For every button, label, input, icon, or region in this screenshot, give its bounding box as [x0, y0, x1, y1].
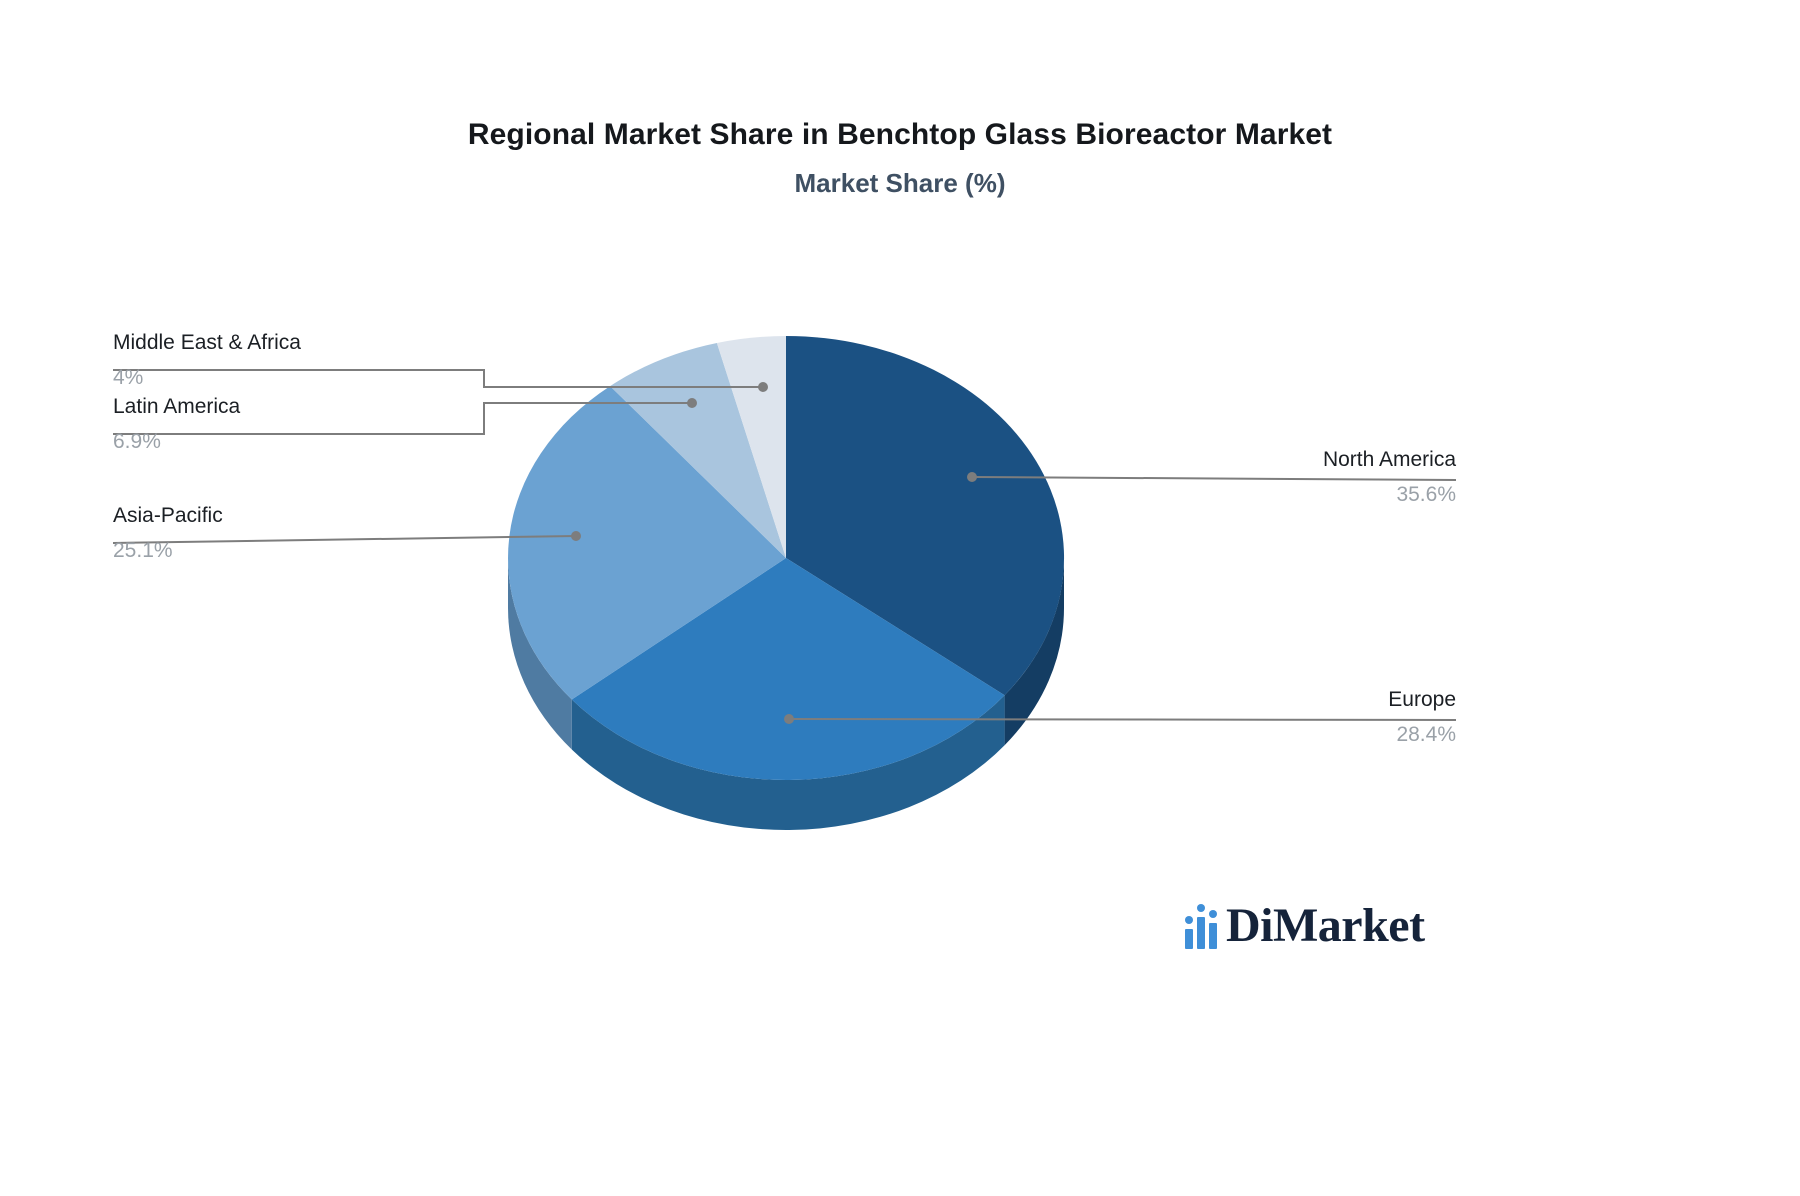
callout-label-europe: Europe — [1388, 688, 1456, 711]
pie-top-face — [508, 336, 1065, 781]
callout-middle-east-africa[interactable]: Middle East & Africa 4% — [113, 331, 301, 390]
callout-asia-pacific[interactable]: Asia-Pacific 25.1% — [113, 504, 223, 563]
callout-value-europe: 28.4% — [1396, 723, 1456, 747]
pie-depth-walls — [508, 558, 1064, 831]
leader-asia-pacific — [112, 535, 577, 544]
brand-name: DiMarket — [1226, 899, 1425, 952]
callout-value-asia-pacific: 25.1% — [113, 539, 173, 563]
callout-label-asia-pacific: Asia-Pacific — [113, 504, 223, 527]
slice-north-america[interactable] — [786, 336, 1065, 696]
leader-latin-america — [113, 402, 692, 435]
chart-title: Regional Market Share in Benchtop Glass … — [467, 118, 1333, 151]
slice-side-asia-pacific — [508, 558, 572, 750]
leader-dot-north-america — [967, 472, 977, 482]
slice-asia-pacific[interactable] — [508, 386, 786, 700]
callout-north-america[interactable]: North America 35.6% — [1323, 448, 1456, 507]
callout-value-north-america: 35.6% — [1396, 483, 1456, 507]
slice-side-europe — [571, 695, 1005, 831]
brand-logo: DiMarket — [1185, 899, 1425, 952]
leader-dots — [571, 382, 977, 724]
callout-value-middle-east-africa: 4% — [113, 366, 144, 390]
leader-dot-latin-america — [687, 398, 697, 408]
leader-middle-east-africa — [113, 369, 763, 388]
chart-subtitle: Market Share (%) — [794, 168, 1006, 198]
slice-europe[interactable] — [571, 558, 1005, 781]
leader-europe — [788, 718, 1457, 721]
leader-lines — [112, 369, 1457, 721]
leader-north-america — [971, 476, 1457, 481]
callout-label-north-america: North America — [1322, 448, 1456, 471]
callout-value-latin-america: 6.9% — [113, 430, 161, 454]
leader-dot-asia-pacific — [571, 531, 581, 541]
slice-latin-america[interactable] — [610, 343, 786, 558]
callout-europe[interactable]: Europe 28.4% — [1388, 688, 1456, 747]
leader-dot-europe — [784, 714, 794, 724]
leader-dot-middle-east-africa — [758, 382, 768, 392]
slice-side-north-america — [1004, 558, 1064, 746]
callout-latin-america[interactable]: Latin America 6.9% — [113, 395, 240, 454]
callout-label-latin-america: Latin America — [113, 395, 241, 418]
bar-chart-icon — [1185, 903, 1217, 949]
callout-label-middle-east-africa: Middle East & Africa — [113, 331, 301, 354]
slice-middle-east-africa[interactable] — [716, 336, 786, 558]
